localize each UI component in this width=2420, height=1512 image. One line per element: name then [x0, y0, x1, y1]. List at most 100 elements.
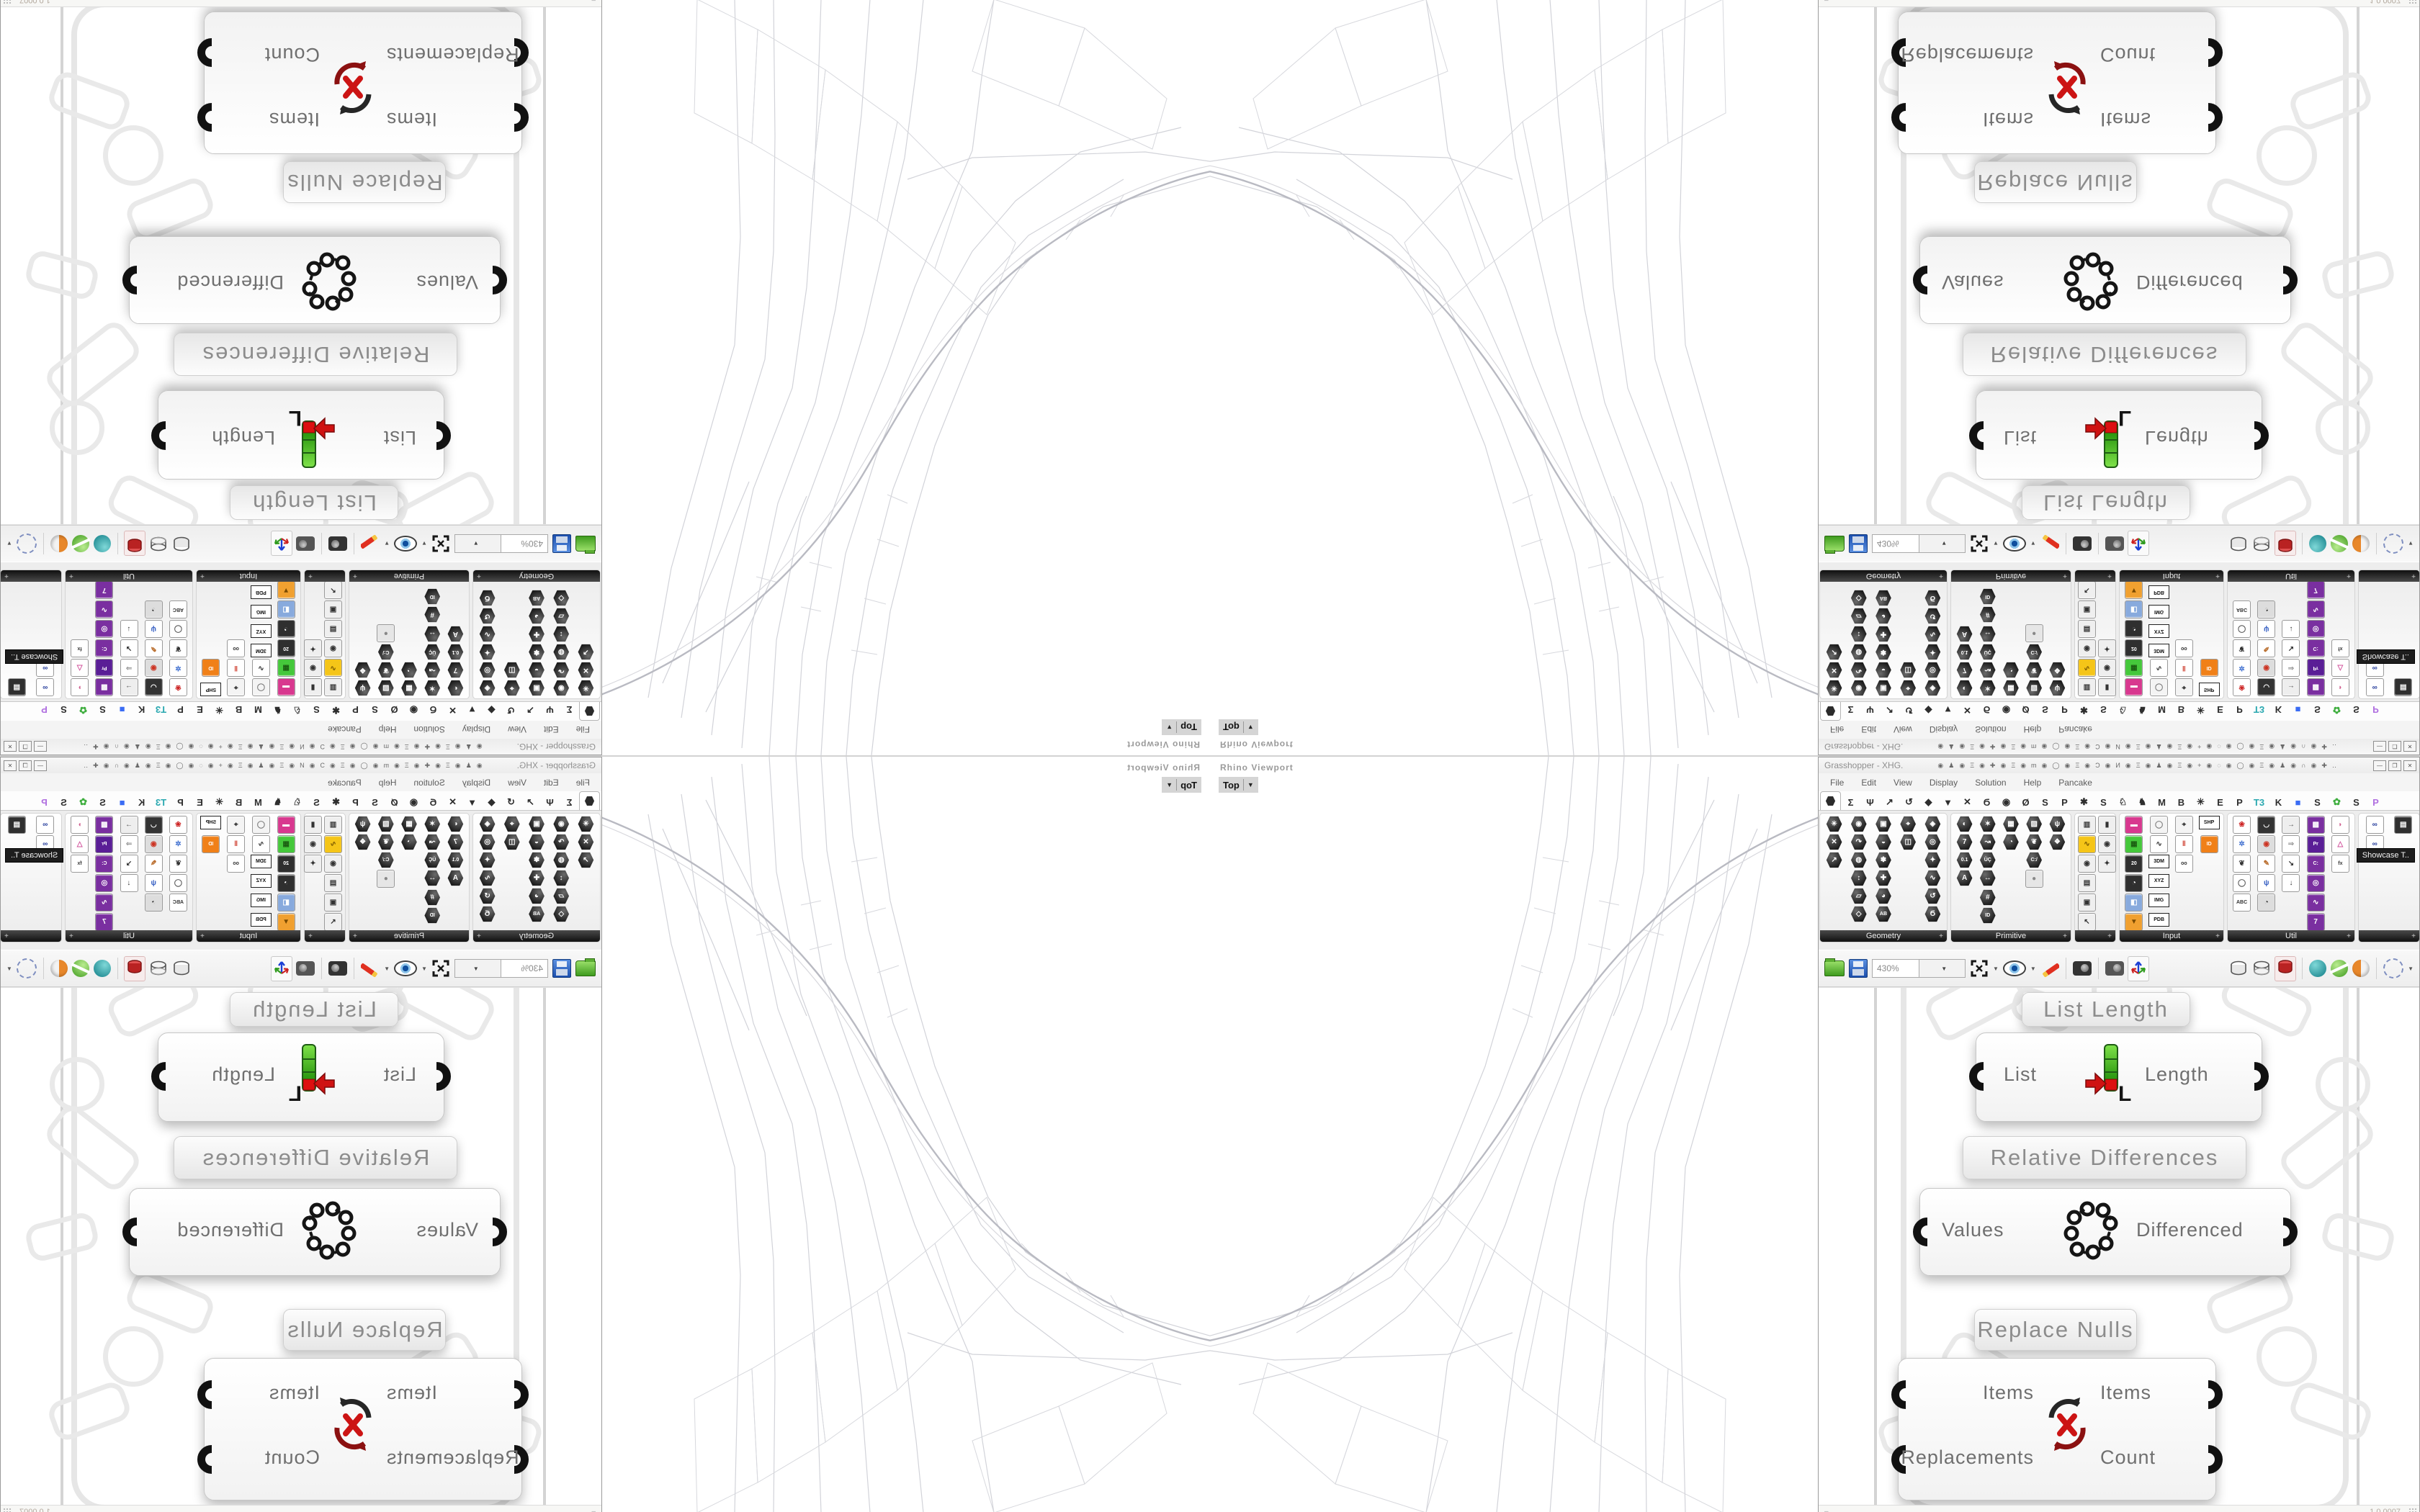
- component-icon[interactable]: ✚: [1875, 626, 1891, 642]
- component-icon[interactable]: ❦: [2233, 855, 2251, 873]
- component-icon[interactable]: ◇: [1850, 906, 1867, 922]
- component-icon[interactable]: ∿: [324, 659, 342, 677]
- group-label-replace-nulls[interactable]: Replace Nulls: [283, 161, 446, 203]
- component-icon[interactable]: 3DM: [250, 644, 272, 657]
- component-icon[interactable]: fx: [2331, 855, 2349, 873]
- selection-dropdown[interactable]: ▼: [2408, 540, 2414, 547]
- preview-shaded-icon[interactable]: [123, 955, 145, 981]
- panel-label[interactable]: Geometry +: [473, 570, 600, 582]
- component-icon[interactable]: ✎: [2257, 639, 2276, 657]
- minimize-button[interactable]: —: [34, 741, 47, 752]
- component-icon[interactable]: ID: [1979, 907, 1996, 924]
- zoom-dropdown[interactable]: 430% ▼: [1872, 959, 1966, 978]
- component-icon[interactable]: #: [424, 606, 441, 623]
- output-port[interactable]: [2254, 420, 2270, 451]
- panel-expand-icon[interactable]: +: [1939, 572, 1943, 580]
- component-icon[interactable]: ◉: [553, 680, 570, 696]
- component-icon[interactable]: ▤: [324, 620, 342, 638]
- component-icon[interactable]: ◉: [1850, 680, 1867, 696]
- component-icon[interactable]: ✽: [1876, 852, 1891, 868]
- component-icon[interactable]: ▮: [304, 816, 322, 834]
- selected-only-preview-icon[interactable]: [93, 535, 111, 552]
- component-icon[interactable]: C:/: [377, 852, 394, 868]
- component-icon[interactable]: ↝: [424, 662, 441, 678]
- ribbon-tab[interactable]: [579, 702, 600, 721]
- ribbon-tab[interactable]: ✳: [215, 796, 223, 807]
- preview-off-icon[interactable]: [2229, 534, 2248, 553]
- panel-expand-icon[interactable]: +: [2215, 932, 2220, 940]
- panel-label[interactable]: Util +: [66, 930, 192, 942]
- group-label-relative-differences[interactable]: Relative Differences: [1963, 333, 2246, 376]
- component-icon[interactable]: ∿: [2306, 600, 2325, 618]
- preview-shaded-icon[interactable]: [2275, 531, 2297, 557]
- ribbon-tab[interactable]: P: [2236, 704, 2243, 716]
- component-icon[interactable]: ◒: [1876, 834, 1891, 850]
- zoom-dropdown-arrow[interactable]: ▼: [1918, 960, 1965, 977]
- menu-solution[interactable]: Solution: [413, 777, 445, 788]
- component-icon[interactable]: ◡: [2257, 816, 2276, 834]
- component-icon[interactable]: ▬: [2125, 678, 2143, 696]
- ribbon-tab[interactable]: Ϭ: [1983, 796, 1991, 808]
- ribbon-tab[interactable]: ◉: [409, 705, 418, 716]
- component-icon[interactable]: Ϭ: [479, 590, 496, 606]
- component-icon[interactable]: 3DM: [250, 855, 272, 868]
- zoom-extents-icon[interactable]: [1970, 534, 1989, 553]
- ribbon-tab[interactable]: P: [2061, 796, 2068, 808]
- panel-label[interactable]: Geometry +: [1820, 930, 1947, 942]
- panel-expand-icon[interactable]: +: [4, 572, 9, 580]
- save-file-icon[interactable]: [552, 534, 571, 553]
- ribbon-tab[interactable]: Ø: [390, 704, 398, 716]
- component-icon[interactable]: IMG: [250, 894, 272, 907]
- component-icon[interactable]: ✎: [144, 855, 163, 873]
- input-port[interactable]: [1912, 1216, 1927, 1248]
- component-icon[interactable]: ◉: [2078, 855, 2096, 873]
- menu-pancake[interactable]: Pancake: [2058, 777, 2092, 788]
- component-icon[interactable]: 20: [2125, 855, 2143, 873]
- component-relative-differences[interactable]: Values Differenced: [1913, 1188, 2298, 1276]
- component-icon[interactable]: ◯: [2150, 816, 2169, 834]
- component-icon[interactable]: ◒: [1875, 662, 1891, 678]
- component-icon[interactable]: ↷: [553, 662, 570, 678]
- component-icon[interactable]: ⌖: [227, 678, 246, 696]
- ribbon-tab[interactable]: ♞: [273, 796, 282, 807]
- selection-dropdown[interactable]: ▼: [2408, 965, 2414, 972]
- input-port[interactable]: [436, 420, 452, 451]
- component-icon[interactable]: ◯: [2150, 678, 2169, 696]
- zoom-dropdown[interactable]: 430% ▼: [454, 959, 548, 978]
- ribbon-tab[interactable]: ◆: [488, 705, 496, 716]
- component-icon[interactable]: ◫: [1900, 834, 1916, 850]
- output-port[interactable]: [121, 1216, 137, 1248]
- ribbon-tab[interactable]: [579, 791, 600, 810]
- preview-off-icon[interactable]: [172, 959, 191, 978]
- output-port[interactable]: [150, 1061, 166, 1092]
- panel-expand-icon[interactable]: +: [1939, 932, 1943, 940]
- component-icon[interactable]: ID: [2200, 659, 2218, 677]
- component-icon[interactable]: ↔: [1979, 870, 1996, 886]
- ribbon-tab[interactable]: Σ: [1847, 796, 1854, 808]
- ribbon-tab[interactable]: P: [2372, 796, 2379, 808]
- component-icon[interactable]: ▱: [553, 888, 570, 904]
- component-icon[interactable]: ◗: [2331, 678, 2349, 696]
- component-icon[interactable]: ABC: [169, 600, 187, 618]
- output-label[interactable]: Differenced: [2136, 1219, 2244, 1241]
- menu-pancake[interactable]: Pancake: [328, 724, 362, 735]
- ribbon-tab[interactable]: ↗: [526, 705, 534, 716]
- component-icon[interactable]: ✽: [1875, 644, 1891, 660]
- component-icon[interactable]: ◧: [277, 600, 295, 618]
- zoom-dropdown-arrow[interactable]: ▼: [455, 960, 502, 977]
- menu-view[interactable]: View: [1894, 777, 1912, 788]
- zoom-dropdown[interactable]: 430% ▼: [454, 534, 548, 553]
- component-icon[interactable]: →: [120, 816, 138, 834]
- component-icon[interactable]: ◔: [277, 620, 295, 638]
- ribbon-tab[interactable]: ✿: [2333, 796, 2341, 807]
- panel-label[interactable]: Geometry +: [473, 930, 600, 942]
- disable-preview-icon[interactable]: [2331, 960, 2349, 977]
- output-label[interactable]: Length: [2145, 1063, 2209, 1085]
- ribbon-tab[interactable]: ■: [119, 796, 125, 808]
- component-icon[interactable]: ▣: [2078, 894, 2096, 912]
- component-icon[interactable]: ✦: [479, 852, 496, 868]
- component-icon[interactable]: ▣: [2078, 600, 2096, 618]
- input-label[interactable]: List: [382, 1063, 416, 1085]
- component-icon[interactable]: XYZ: [2148, 874, 2170, 888]
- component-icon[interactable]: C:/: [2026, 852, 2042, 868]
